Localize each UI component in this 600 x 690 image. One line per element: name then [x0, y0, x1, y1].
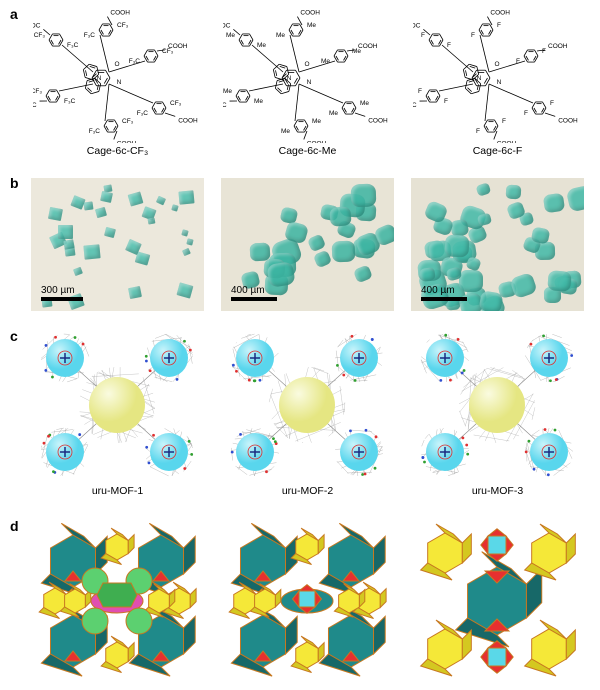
svg-text:CF₃: CF₃ [117, 22, 129, 29]
svg-text:Me: Me [280, 128, 289, 135]
micrograph-2: 400 µm [220, 177, 395, 312]
mof-3: uru-MOF-3 [410, 328, 585, 503]
svg-text:Me: Me [360, 100, 369, 107]
svg-text:Me: Me [257, 42, 266, 49]
row-c-mof-structures: uru-MOF-1 uru-MOF-2 uru-MOF-3 [30, 328, 585, 508]
scalebar-line-1 [41, 297, 83, 301]
svg-text:COOH: COOH [116, 140, 136, 143]
svg-text:F₃C: F₃C [128, 58, 140, 65]
svg-text:F: F [418, 88, 422, 95]
svg-text:F₃C: F₃C [64, 98, 76, 105]
micrograph-1: 300 µm [30, 177, 205, 312]
svg-text:F: F [542, 48, 546, 55]
svg-text:F: F [421, 32, 425, 39]
svg-text:N: N [496, 79, 501, 86]
svg-text:COOH: COOH [168, 43, 188, 50]
svg-text:O: O [304, 61, 309, 68]
svg-text:F: F [550, 100, 554, 107]
row-a-chemical-structures: NCF₃F₃CHOOCCF₃F₃CCOOHCF₃F₃CCOOHCF₃F₃CCOO… [30, 8, 585, 173]
svg-text:N: N [476, 75, 481, 82]
panel-label-d: d [10, 518, 19, 534]
chem-structure-2: N Me Me HOOC Me Me COOH Me Me COOH Me Me COOH Me Me COO… [220, 8, 395, 168]
chem-label-1: Cage-6c-CF₃ [87, 145, 148, 157]
mof-label-3: uru-MOF-3 [472, 485, 523, 497]
svg-text:F: F [471, 32, 475, 39]
tiling-3 [410, 520, 585, 680]
row-b-micrographs: 300 µm 400 µm 400 µm [30, 177, 585, 317]
scalebar-text-3: 400 µm [421, 285, 455, 296]
svg-text:F: F [444, 98, 448, 105]
row-d-tilings [30, 520, 585, 685]
svg-text:F: F [524, 110, 528, 117]
svg-text:N: N [306, 79, 311, 86]
svg-text:COOH: COOH [490, 10, 510, 17]
svg-text:F: F [502, 118, 506, 125]
svg-text:O: O [114, 61, 119, 68]
svg-text:COOH: COOH [178, 117, 198, 124]
svg-text:COOH: COOH [548, 43, 568, 50]
svg-text:CF₃: CF₃ [33, 32, 45, 39]
svg-text:Me: Me [225, 32, 234, 39]
scalebar-1: 300 µm [41, 285, 83, 301]
svg-text:CF₃: CF₃ [122, 118, 134, 125]
scalebar-text-2: 400 µm [231, 285, 265, 296]
svg-text:F: F [516, 58, 520, 65]
svg-text:N: N [116, 79, 121, 86]
svg-text:COOH: COOH [358, 43, 378, 50]
svg-text:COOH: COOH [306, 140, 326, 143]
chem-structure-3: NFFHOOCFFCOOHFFCOOHFFCOOHFFCOOHFFHOOCON … [410, 8, 585, 168]
svg-text:Me: Me [320, 58, 329, 65]
svg-text:O: O [494, 61, 499, 68]
chem-label-2: Cage-6c-Me [279, 145, 337, 157]
svg-text:Me: Me [275, 32, 284, 39]
svg-text:HOOC: HOOC [33, 22, 41, 29]
svg-text:COOH: COOH [496, 140, 516, 143]
svg-text:HOOC: HOOC [33, 102, 37, 109]
svg-text:Me: Me [223, 88, 232, 95]
scalebar-line-3 [421, 297, 467, 301]
panel-label-a: a [10, 6, 18, 22]
svg-text:Me: Me [307, 22, 316, 29]
svg-text:HOOC: HOOC [413, 22, 421, 29]
svg-text:F₃C: F₃C [88, 128, 100, 135]
tiling-1 [30, 520, 205, 680]
svg-text:HOOC: HOOC [413, 102, 417, 109]
chem-structure-1: NCF₃F₃CHOOCCF₃F₃CCOOHCF₃F₃CCOOHCF₃F₃CCOO… [30, 8, 205, 168]
svg-text:COOH: COOH [110, 10, 130, 17]
svg-text:COOH: COOH [368, 117, 388, 124]
svg-text:N: N [96, 75, 101, 82]
svg-text:HOOC: HOOC [223, 102, 227, 109]
panel-label-b: b [10, 175, 19, 191]
svg-text:F: F [476, 128, 480, 135]
svg-text:COOH: COOH [558, 117, 578, 124]
chem-label-3: Cage-6c-F [473, 145, 523, 157]
svg-text:F: F [447, 42, 451, 49]
mof-2: uru-MOF-2 [220, 328, 395, 503]
svg-text:Me: Me [312, 118, 321, 125]
svg-text:N: N [286, 75, 291, 82]
scalebar-line-2 [231, 297, 277, 301]
scalebar-text-1: 300 µm [41, 285, 75, 296]
mof-label-1: uru-MOF-1 [92, 485, 143, 497]
svg-text:Me: Me [328, 110, 337, 117]
micrograph-3: 400 µm [410, 177, 585, 312]
svg-text:CF₃: CF₃ [170, 100, 182, 107]
tiling-2 [220, 520, 395, 680]
mof-1: uru-MOF-1 [30, 328, 205, 503]
svg-text:F₃C: F₃C [83, 32, 95, 39]
scalebar-3: 400 µm [421, 285, 467, 301]
svg-text:Me: Me [254, 98, 263, 105]
svg-text:F: F [497, 22, 501, 29]
svg-text:F₃C: F₃C [67, 42, 79, 49]
panel-label-c: c [10, 328, 18, 344]
svg-text:CF₃: CF₃ [33, 88, 42, 95]
scalebar-2: 400 µm [231, 285, 277, 301]
svg-text:F₃C: F₃C [136, 110, 148, 117]
svg-text:HOOC: HOOC [223, 22, 231, 29]
svg-text:COOH: COOH [300, 10, 320, 17]
mof-label-2: uru-MOF-2 [282, 485, 333, 497]
